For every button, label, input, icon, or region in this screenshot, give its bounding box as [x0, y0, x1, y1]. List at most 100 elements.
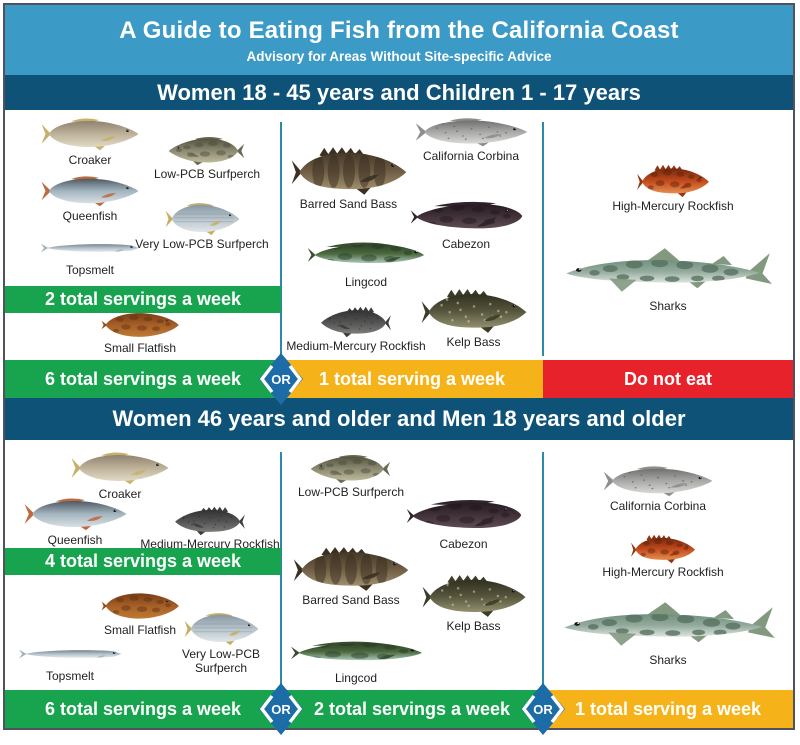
fish-art-small-flatfish	[100, 590, 180, 622]
section-2-banner-row: 6 total servings a week 2 total servings…	[5, 683, 793, 735]
column-divider	[280, 452, 282, 686]
fish-label: Sharks	[649, 653, 687, 667]
fish-queenfish: Queenfish	[5, 496, 145, 548]
fish-label: High-Mercury Rockfish	[612, 199, 734, 213]
fish-art-very-low-pcb-surfperch	[163, 202, 241, 236]
fish-lingcod: Lingcod	[296, 234, 436, 290]
section-1-column-3: High-Mercury Rockfish Sharks	[543, 110, 793, 360]
fish-art-cabezon	[409, 198, 524, 236]
or-label: OR	[271, 372, 291, 387]
fish-art-topsmelt	[18, 640, 123, 668]
or-label: OR	[533, 702, 553, 717]
fish-barred-sand-bass: Barred Sand Bass	[281, 146, 416, 212]
fish-art-medium-mercury-rockfish	[320, 306, 392, 338]
fish-topsmelt: Topsmelt	[15, 234, 165, 278]
banner-6-servings: 6 total servings a week	[5, 360, 281, 398]
fish-cabezon: Cabezon	[391, 496, 536, 552]
banner-2-servings: 2 total servings a week	[281, 690, 543, 728]
poster-title: A Guide to Eating Fish from the Californ…	[119, 16, 679, 44]
fish-art-lingcod	[289, 634, 424, 670]
fish-art-croaker	[70, 450, 170, 486]
fish-label: High-Mercury Rockfish	[602, 565, 724, 579]
fish-label: California Corbina	[609, 499, 707, 513]
fish-label: Croaker	[98, 487, 142, 501]
column-divider	[542, 122, 544, 356]
or-label: OR	[271, 702, 291, 717]
fish-art-barred-sand-bass	[290, 146, 408, 196]
fish-label: Kelp Bass	[446, 619, 501, 633]
fish-barred-sand-bass: Barred Sand Bass	[281, 546, 421, 608]
fish-california-corbina: California Corbina	[401, 116, 541, 164]
fish-art-california-corbina	[414, 116, 529, 148]
fish-sharks: Sharks	[553, 596, 783, 668]
fish-high-mercury-rockfish: High-Mercury Rockfish	[588, 534, 738, 580]
fish-art-high-mercury-rockfish	[630, 534, 696, 564]
fish-label: Very Low-PCB Surfperch	[181, 647, 261, 675]
fish-cabezon: Cabezon	[396, 198, 536, 252]
fish-label: Low-PCB Surfperch	[297, 485, 405, 499]
or-badge: OR	[258, 682, 304, 736]
fish-label: Queenfish	[62, 209, 118, 223]
fish-art-low-pcb-surfperch	[309, 454, 393, 484]
fish-label: Barred Sand Bass	[302, 593, 400, 607]
fish-art-queenfish	[40, 174, 140, 208]
fish-croaker: Croaker	[15, 116, 165, 168]
fish-art-croaker	[40, 116, 140, 152]
fish-label: Low-PCB Surfperch	[153, 167, 261, 181]
fish-label: Very Low-PCB Surfperch	[135, 237, 269, 251]
fish-lingcod: Lingcod	[281, 634, 431, 686]
fish-art-medium-mercury-rockfish	[174, 506, 246, 536]
fish-label: Lingcod	[344, 275, 388, 289]
fish-kelp-bass: Kelp Bass	[411, 574, 536, 634]
or-badge: OR	[520, 682, 566, 736]
fish-topsmelt: Topsmelt	[5, 640, 135, 684]
fish-kelp-bass: Kelp Bass	[411, 288, 536, 350]
serving-banner: 2 total servings a week	[5, 286, 281, 313]
fish-label: Topsmelt	[65, 263, 115, 277]
fish-label: Cabezon	[441, 237, 491, 251]
fish-art-kelp-bass	[420, 288, 528, 334]
section-2-content: Croaker Queenfish Medium-Mercury Rockfis…	[5, 440, 793, 690]
or-badge: OR	[258, 352, 304, 406]
fish-label: Sharks	[649, 299, 687, 313]
section-1-column-1: Croaker Low-PCB Surfperch Queenfish Very…	[5, 110, 281, 360]
section-1-column-2: California Corbina Barred Sand Bass Cabe…	[281, 110, 543, 360]
fish-label: Small Flatfish	[103, 623, 177, 637]
fish-art-sharks	[561, 596, 776, 652]
fish-art-california-corbina	[602, 464, 714, 498]
fish-label: Croaker	[68, 153, 112, 167]
fish-art-barred-sand-bass	[292, 546, 410, 592]
poster-header: A Guide to Eating Fish from the Californ…	[5, 5, 793, 75]
fish-california-corbina: California Corbina	[583, 464, 733, 514]
fish-art-high-mercury-rockfish	[636, 164, 710, 198]
fish-low-pcb-surfperch: Low-PCB Surfperch	[137, 136, 277, 182]
fish-label: Lingcod	[334, 671, 378, 685]
fish-medium-mercury-rockfish: Medium-Mercury Rockfish	[276, 306, 436, 354]
fish-sharks: Sharks	[558, 242, 778, 314]
banner-do-not-eat: Do not eat	[543, 360, 793, 398]
poster-subtitle: Advisory for Areas Without Site-specific…	[246, 48, 552, 64]
section-2-column-1: Croaker Queenfish Medium-Mercury Rockfis…	[5, 440, 281, 690]
section-2-column-3: California Corbina High-Mercury Rockfish…	[543, 440, 793, 690]
fish-label: Queenfish	[47, 533, 103, 547]
fish-small-flatfish: Small Flatfish	[65, 590, 215, 638]
fish-art-small-flatfish	[100, 310, 180, 340]
fish-guide-poster: A Guide to Eating Fish from the Californ…	[3, 3, 795, 735]
column-divider	[542, 452, 544, 686]
fish-croaker: Croaker	[45, 450, 195, 502]
fish-label: Topsmelt	[45, 669, 95, 683]
fish-label: Barred Sand Bass	[299, 197, 398, 211]
fish-medium-mercury-rockfish: Medium-Mercury Rockfish	[130, 506, 290, 552]
banner-1-serving: 1 total serving a week	[543, 690, 793, 728]
fish-art-queenfish	[23, 496, 128, 532]
serving-banner: 4 total servings a week	[5, 548, 281, 575]
fish-art-cabezon	[405, 496, 523, 536]
section-2-column-2: Low-PCB Surfperch Cabezon Barred Sand Ba…	[281, 440, 543, 690]
fish-art-lingcod	[306, 234, 426, 274]
section-1-banner-row: 6 total servings a week 1 total serving …	[5, 353, 793, 405]
section-1-content: Croaker Low-PCB Surfperch Queenfish Very…	[5, 110, 793, 360]
fish-art-very-low-pcb-surfperch	[182, 612, 260, 646]
fish-very-low-pcb-surfperch: Very Low-PCB Surfperch	[165, 612, 277, 676]
fish-small-flatfish: Small Flatfish	[65, 310, 215, 356]
fish-very-low-pcb-surfperch: Very Low-PCB Surfperch	[123, 202, 281, 252]
